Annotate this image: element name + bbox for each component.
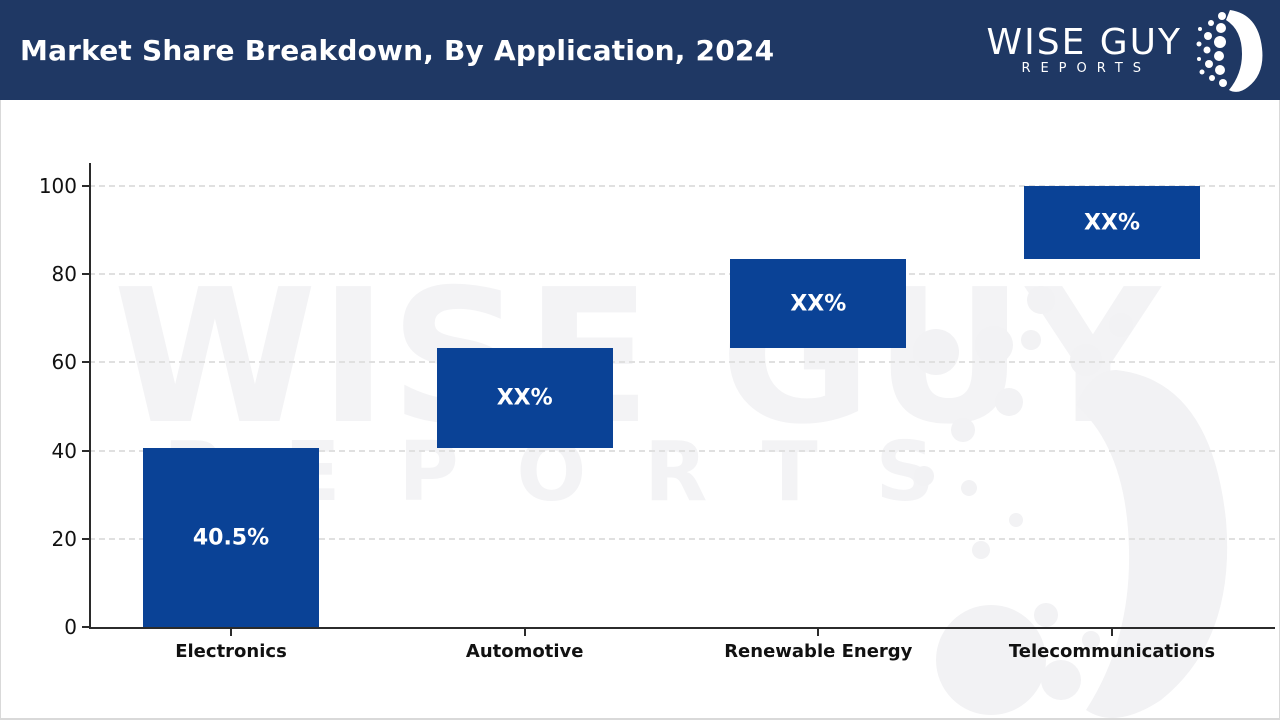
logo: WISE GUY REPORTS [987, 6, 1269, 94]
y-tick-mark-100 [82, 185, 89, 187]
x-category-label: Automotive [465, 641, 584, 662]
gridline-20 [89, 537, 1275, 540]
gridline-40 [89, 449, 1275, 452]
x-category-label: Renewable Energy [724, 641, 913, 662]
y-tick-mark-60 [82, 361, 89, 364]
x-category-label: Electronics [175, 641, 287, 662]
logo-wordmark: WISE GUY REPORTS [986, 21, 1183, 77]
y-tick-mark-40 [82, 449, 89, 452]
gridline-60 [89, 361, 1275, 364]
page-title: Market Share Breakdown, By Application, … [20, 33, 775, 67]
bar-renewable-energy [730, 259, 907, 348]
x-axis-spine [89, 627, 1275, 629]
plot: 0 20 40 60 80 100 40.5% Electronics XX% Automotiv… [1, 100, 1279, 718]
header: Market Share Breakdown, By Application, … [0, 0, 1280, 100]
y-tick-mark-0 [82, 626, 89, 628]
y-axis-spine [89, 163, 91, 629]
bar-automotive [436, 347, 613, 449]
y-tick-label-0: 0 [64, 615, 77, 639]
bar-value-label: 40.5% [192, 525, 270, 551]
bar-value-label: XX% [496, 385, 553, 411]
y-tick-label-40: 40 [51, 438, 77, 463]
x-tick-mark [1111, 629, 1113, 636]
logo-wordmark-line1: WISE GUY [986, 21, 1182, 63]
logo-face-icon [1196, 10, 1263, 92]
bar-telecommunications [1024, 186, 1200, 260]
chart-area: WISE GUY REPORTS 0 20 40 60 80 100 40.5% Electr… [0, 100, 1280, 720]
gridline-100 [89, 185, 1275, 187]
bar-value-label: XX% [790, 291, 847, 317]
logo-wordmark-line2: REPORTS [1021, 61, 1152, 77]
bar-electronics [143, 448, 319, 627]
y-tick-mark-80 [82, 273, 89, 276]
y-tick-label-100: 100 [38, 174, 77, 198]
y-tick-label-60: 60 [51, 350, 77, 375]
gridline-80 [89, 273, 1275, 276]
x-tick-mark [817, 629, 820, 636]
x-tick-mark [230, 629, 232, 636]
y-tick-label-20: 20 [51, 526, 77, 551]
y-tick-mark-20 [82, 537, 89, 540]
bar-value-label: XX% [1084, 210, 1140, 236]
y-tick-label-80: 80 [51, 262, 77, 287]
x-tick-mark [523, 629, 526, 636]
x-category-label: Telecommunications [1008, 641, 1216, 662]
